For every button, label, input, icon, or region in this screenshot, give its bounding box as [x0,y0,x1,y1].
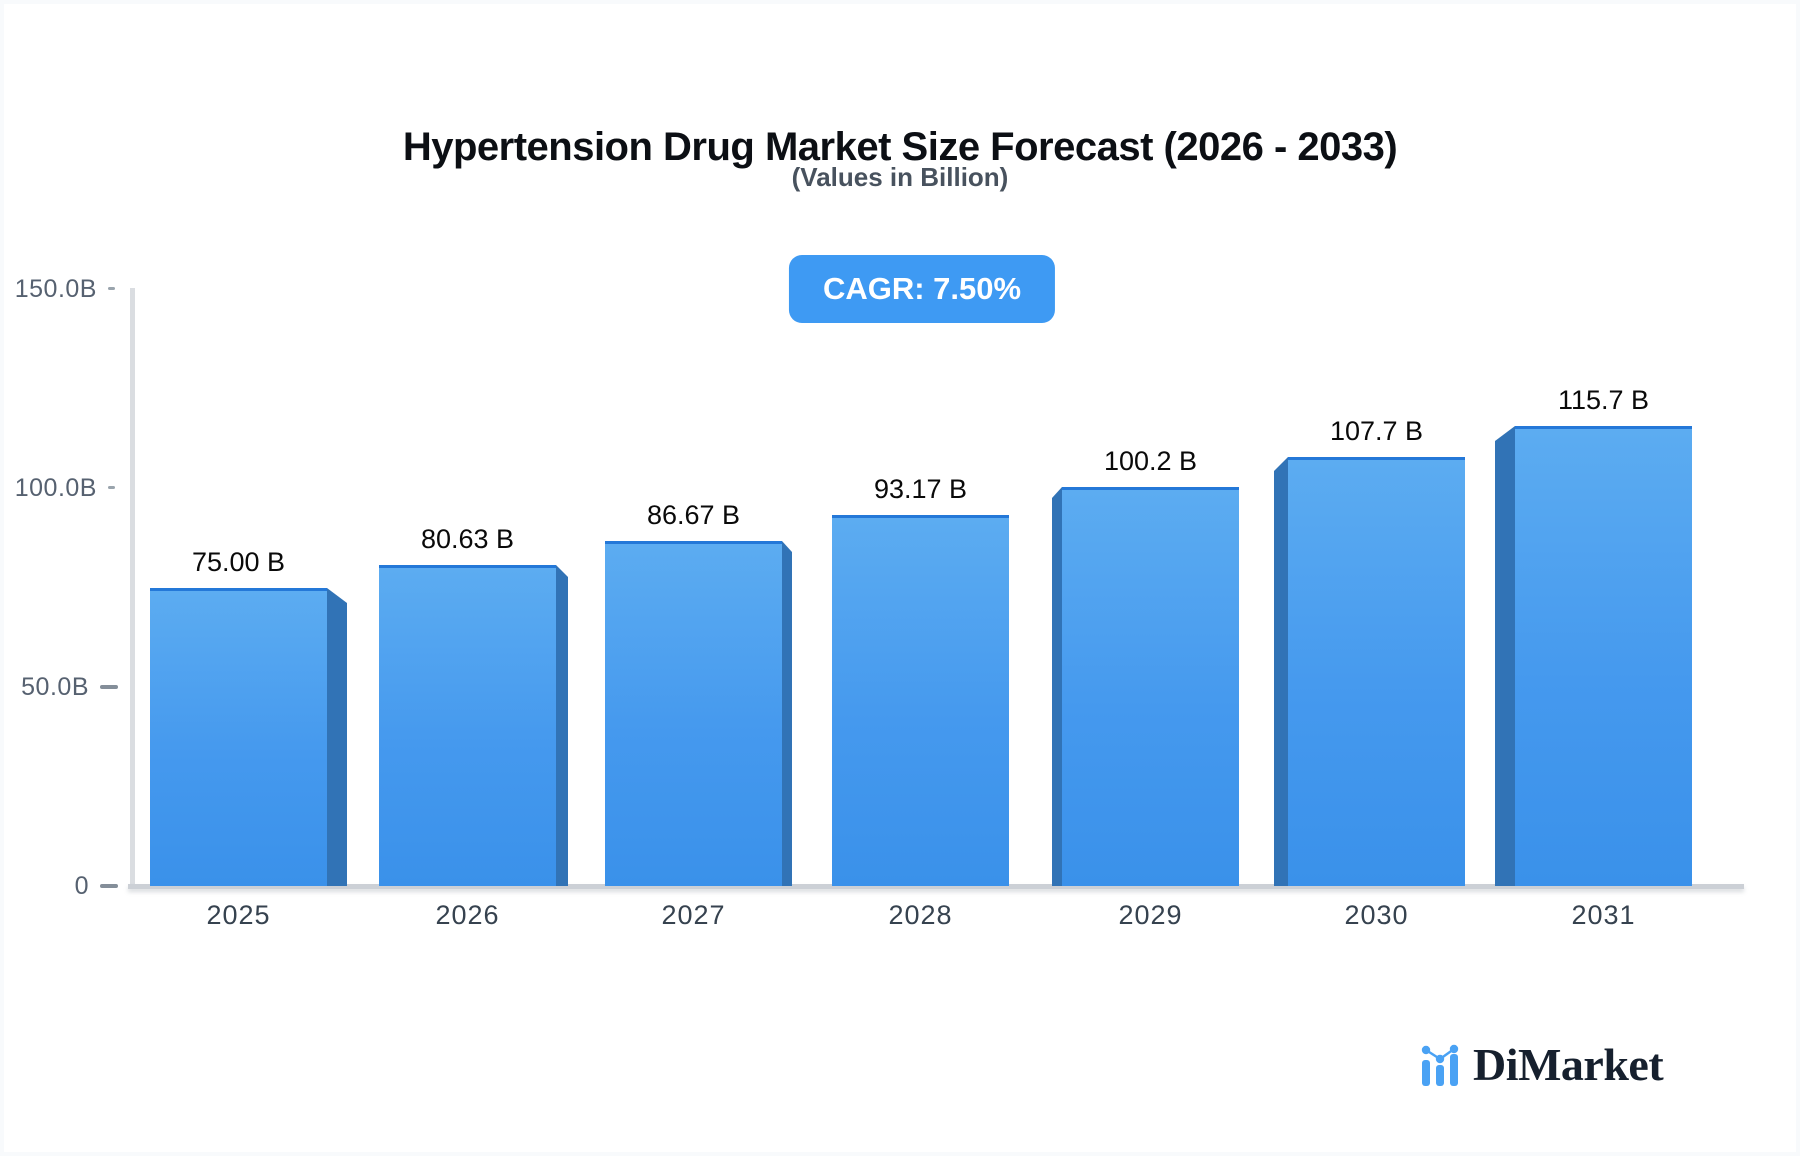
bar-value-label: 93.17 B [873,474,968,504]
bar-face [605,541,782,886]
brand-logo-text: DiMarket [1473,1039,1664,1090]
chart-title: Hypertension Drug Market Size Forecast (… [402,124,1398,169]
y-axis-tick-mark [100,884,118,888]
bar-3d-side [782,541,792,886]
bar-2030 [1274,457,1465,886]
bar-face [379,565,556,886]
bar-2028 [832,515,1009,886]
brand-logo-icon [1421,1044,1459,1086]
x-axis-label: 2025 [206,900,271,930]
y-axis-tick-mark [108,486,115,489]
bar-2027 [605,541,792,886]
bar-2031 [1495,426,1692,886]
brand-logo: DiMarket [1421,1039,1664,1090]
bar-value-label: 86.67 B [646,500,741,530]
bar-3d-side [327,588,347,886]
cagr-badge: CAGR: 7.50% [788,255,1056,323]
x-axis-label: 2028 [888,900,953,930]
x-axis-label: 2026 [435,900,500,930]
x-axis-label: 2030 [1344,900,1409,930]
y-axis-tick-label: 150.0B [14,275,97,303]
y-axis-tick-label: 50.0B [21,673,89,701]
bar-value-label: 107.7 B [1329,416,1424,446]
x-axis-baseline [128,884,1744,889]
bar-face [1288,457,1465,886]
bar-value-label: 115.7 B [1557,385,1650,415]
bar-face [1062,487,1239,886]
bar-3d-side [1274,457,1288,886]
x-axis-label: 2031 [1571,900,1636,930]
bar-2029 [1052,487,1239,886]
bar-3d-side [556,565,568,886]
bar-2025 [150,588,347,886]
bar-face [832,515,1009,886]
x-axis-label: 2029 [1118,900,1183,930]
y-axis-tick-mark [100,685,118,689]
y-axis-tick-mark [108,287,115,290]
x-axis-label: 2027 [661,900,726,930]
y-axis-tick-label: 100.0B [14,474,97,502]
bar-3d-side [1495,426,1515,886]
y-axis-tick-label: 0 [74,872,89,900]
bar-value-label: 80.63 B [420,524,515,554]
bar-2026 [379,565,568,886]
bar-value-label: 100.2 B [1103,446,1198,476]
bar-value-label: 75.00 B [191,547,286,577]
bar-face [1515,426,1692,886]
chart-subtitle: (Values in Billion) [791,162,1009,192]
bar-3d-side [1052,487,1062,886]
y-axis-line [130,288,135,889]
bar-face [150,588,327,886]
